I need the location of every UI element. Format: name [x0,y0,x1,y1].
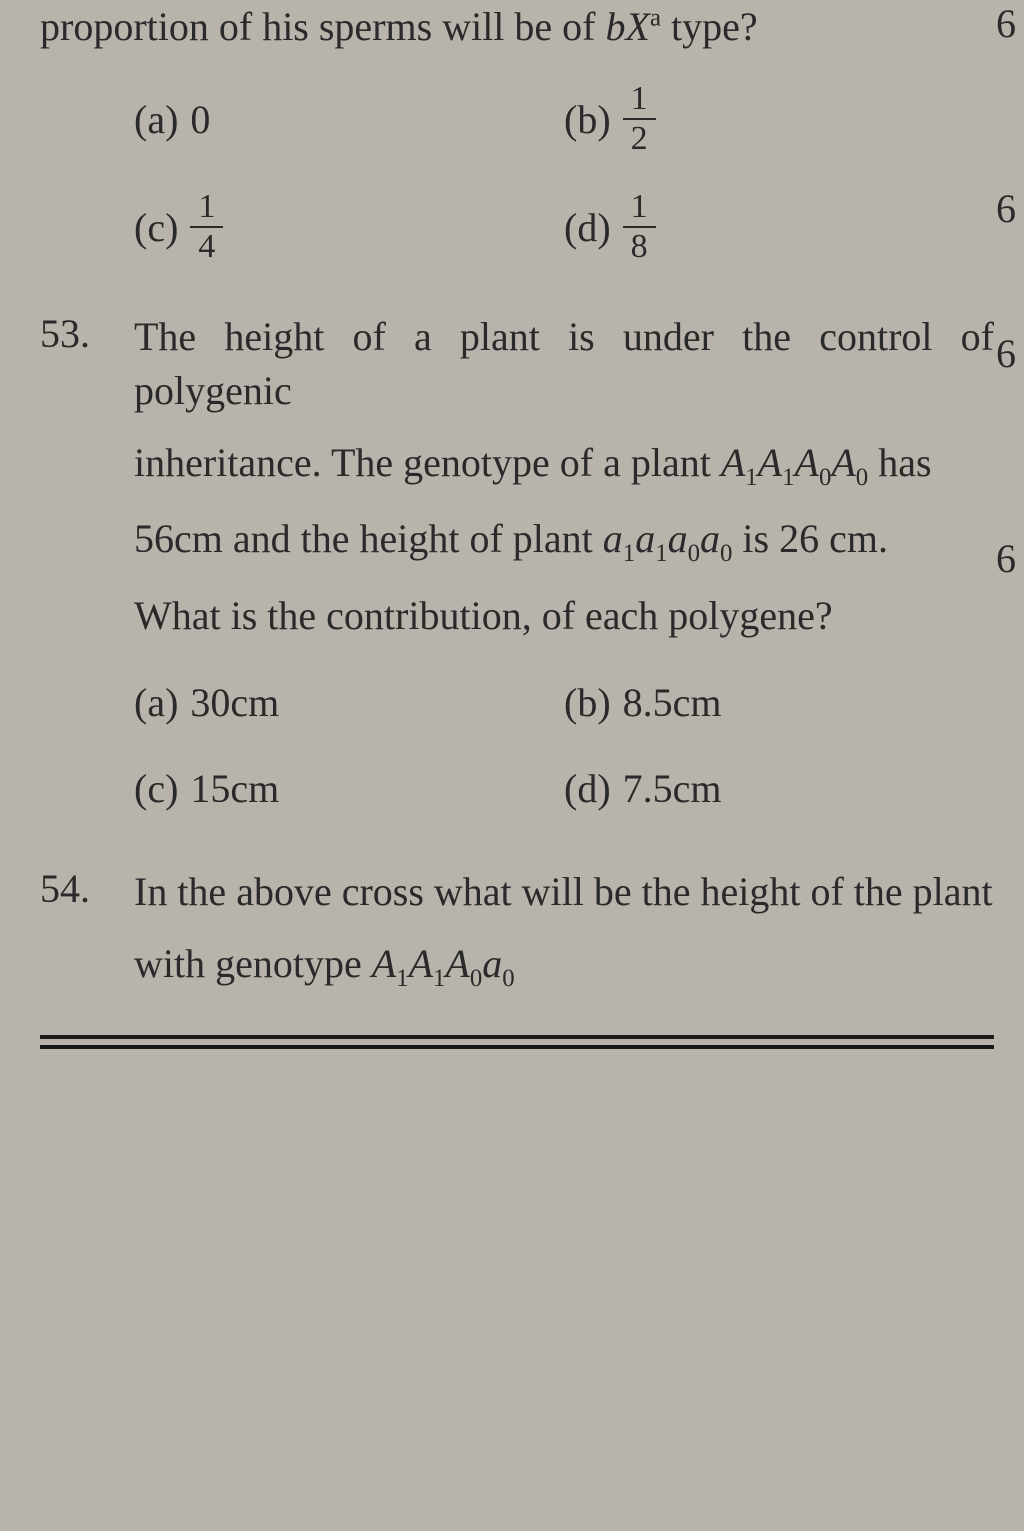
q53-options-row2: (c) 15cm (d) 7.5cm [134,757,994,821]
q53-line3-tail: is 26 cm. [742,516,888,561]
question-number: 53. [40,310,110,855]
q52-option-a: (a) 0 [134,82,564,156]
fraction: 1 4 [190,190,223,264]
fraction-num: 1 [623,82,656,120]
q52-stem-text: proportion of his sperms will be of [40,4,596,49]
q52-option-b: (b) 1 2 [564,82,656,156]
option-label: (b) [564,671,611,735]
q54-line2: with genotype A1A1A0a0 [134,937,993,995]
q53-line3: 56cm and the height of plant a1a1a0a0 is… [134,512,994,570]
q52-stem-fragment: proportion of his sperms will be of bXa … [40,0,994,54]
option-value: 0 [190,96,210,143]
margin-marker-q52c: 6 [996,185,1016,232]
section-divider-top [40,1035,994,1039]
option-value: 7.5cm [623,757,722,821]
q53-option-c: (c) 15cm [134,757,564,821]
q53-line2: inheritance. The genotype of a plant A1A… [134,436,994,494]
option-label: (a) [134,671,178,735]
q52-option-c: (c) 1 4 [134,190,564,264]
option-value: 30cm [190,671,279,735]
q54-genotype: A1A1A0a0 [372,941,515,986]
fraction-den: 2 [631,120,648,156]
option-label: (a) [134,96,178,143]
exam-page: 6 proportion of his sperms will be of bX… [0,0,1024,1531]
section-divider-bottom [40,1045,994,1049]
question-number: 54. [40,865,110,1005]
q52-expression: bXa [606,4,671,49]
fraction-num: 1 [623,190,656,228]
q54-line1: In the above cross what will be the heig… [134,865,993,919]
fraction-den: 8 [631,228,648,264]
q54-body: In the above cross what will be the heig… [134,865,993,1005]
q52-stem-tail: type? [671,4,758,49]
q53-body: The height of a plant is under the contr… [134,310,994,855]
fraction: 1 8 [623,190,656,264]
q53-genotype-1: A1A1A0A0 [721,440,868,485]
q53-genotype-2: a1a1a0a0 [603,516,733,561]
q53: 53. The height of a plant is under the c… [40,310,994,855]
q54-line2-text: with genotype [134,941,372,986]
margin-marker-q52a: 6 [996,0,1016,47]
q54: 54. In the above cross what will be the … [40,865,994,1005]
fraction: 1 2 [623,82,656,156]
q53-option-d: (d) 7.5cm [564,757,722,821]
q53-options-row1: (a) 30cm (b) 8.5cm [134,671,994,735]
option-value: 8.5cm [623,671,722,735]
option-label: (d) [564,757,611,821]
margin-marker-q53b: 6 [996,535,1016,582]
q52-option-d: (d) 1 8 [564,190,656,264]
q53-line4: What is the contribution, of each polyge… [134,589,994,643]
option-label: (c) [134,204,178,251]
q53-line2-text: inheritance. The genotype of a plant [134,440,721,485]
option-value: 15cm [190,757,279,821]
q53-line1: The height of a plant is under the contr… [134,310,994,418]
q53-option-a: (a) 30cm [134,671,564,735]
q53-option-b: (b) 8.5cm [564,671,722,735]
fraction-den: 4 [198,228,215,264]
option-label: (c) [134,757,178,821]
fraction-num: 1 [190,190,223,228]
q52-options-row1: (a) 0 (b) 1 2 [134,82,994,156]
option-label: (b) [564,96,611,143]
q52-options-row2: (c) 1 4 (d) 1 8 [134,190,994,264]
q53-line2-tail: has [878,440,931,485]
option-label: (d) [564,204,611,251]
q53-line3-text: 56cm and the height of plant [134,516,603,561]
margin-marker-q53a: 6 [996,330,1016,377]
